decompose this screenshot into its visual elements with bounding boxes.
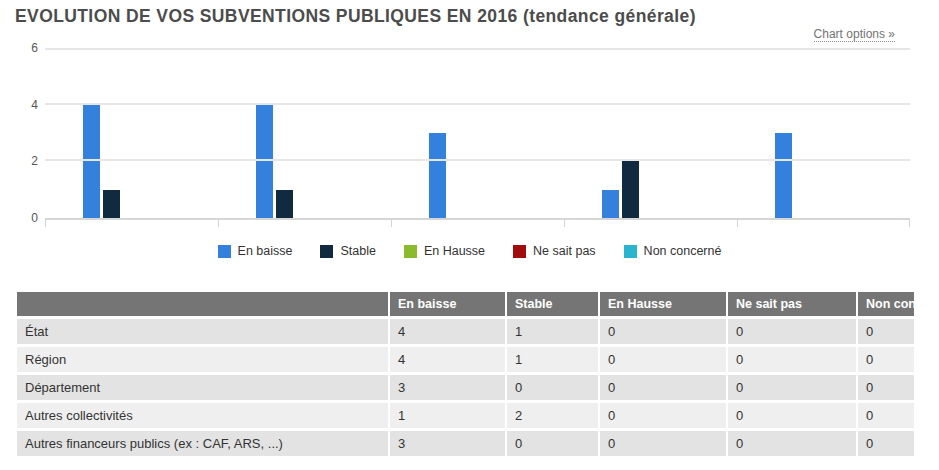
legend-swatch-icon (513, 245, 526, 258)
x-axis-tick (45, 220, 46, 227)
y-axis-label: 0 (31, 211, 38, 225)
legend-label: Stable (340, 244, 375, 258)
table-body: État41000Région41000Département30000Autr… (17, 319, 914, 456)
table-cell: 1 (507, 347, 598, 372)
table-cell: 0 (858, 403, 914, 428)
legend-item-stable[interactable]: Stable (320, 244, 375, 258)
x-axis-tick (564, 220, 565, 227)
table-cell: 1 (390, 403, 505, 428)
plot-area (45, 48, 910, 220)
table-cell: 2 (507, 403, 598, 428)
bar-stable-etat[interactable] (103, 190, 120, 218)
legend-label: Ne sait pas (533, 244, 596, 258)
row-label: État (17, 319, 388, 344)
y-axis-label: 6 (31, 41, 38, 55)
table-cell: 1 (507, 319, 598, 344)
table-cell: 0 (600, 347, 726, 372)
table-cell: 0 (507, 431, 598, 456)
row-label: Département (17, 375, 388, 400)
table-cell: 0 (728, 403, 856, 428)
legend-swatch-icon (404, 245, 417, 258)
gridline-2 (45, 159, 910, 161)
x-axis-tick (391, 220, 392, 227)
table-header: En baisseStableEn HausseNe sait pasNon c… (17, 292, 914, 316)
x-axis-ticks (45, 220, 910, 227)
bar-stable-region[interactable] (276, 190, 293, 218)
bar-en-baisse-autres-collectivites[interactable] (602, 190, 619, 218)
column-header-en-hausse: En Hausse (600, 292, 726, 316)
table-cell: 0 (600, 403, 726, 428)
table-cell: 0 (600, 431, 726, 456)
y-axis: 0246 (8, 48, 38, 218)
chart-title: EVOLUTION DE VOS SUBVENTIONS PUBLIQUES E… (15, 6, 696, 27)
table-cell: 0 (728, 375, 856, 400)
table-cell: 0 (728, 347, 856, 372)
column-header-en-baisse: En baisse (390, 292, 505, 316)
bar-groups (45, 48, 910, 218)
table-cell: 3 (390, 375, 505, 400)
bar-stable-autres-collectivites[interactable] (622, 161, 639, 218)
table-cell: 0 (600, 319, 726, 344)
table-cell: 0 (507, 375, 598, 400)
table-cell: 0 (728, 319, 856, 344)
column-header-empty (17, 292, 388, 316)
bar-en-baisse-departement[interactable] (429, 133, 446, 218)
row-label: Autres collectivités (17, 403, 388, 428)
table-row-region: Région41000 (17, 347, 914, 372)
table-cell: 0 (728, 431, 856, 456)
table-cell: 0 (858, 347, 914, 372)
table-cell: 0 (858, 375, 914, 400)
legend-label: En baisse (238, 244, 293, 258)
table-row-autres-financeurs-publics-ex-caf-ars: Autres financeurs publics (ex : CAF, ARS… (17, 431, 914, 456)
column-header-ne-sait-pas: Ne sait pas (728, 292, 856, 316)
bar-group-etat (45, 48, 218, 218)
bar-en-baisse-autres-financeurs-publics-ex-caf-ars[interactable] (775, 133, 792, 218)
legend-label: En Hausse (424, 244, 485, 258)
table-row-etat: État41000 (17, 319, 914, 344)
results-table: En baisseStableEn HausseNe sait pasNon c… (15, 289, 916, 459)
y-axis-label: 4 (31, 98, 38, 112)
gridline-4 (45, 103, 910, 105)
gridline-6 (45, 48, 910, 50)
table-row-departement: Département30000 (17, 375, 914, 400)
column-header-stable: Stable (507, 292, 598, 316)
bar-group-autres-collectivites (564, 48, 737, 218)
bar-group-departement (391, 48, 564, 218)
legend-item-ne-sait-pas[interactable]: Ne sait pas (513, 244, 596, 258)
table-cell: 3 (390, 431, 505, 456)
table-row-autres-collectivites: Autres collectivités12000 (17, 403, 914, 428)
x-axis-tick (218, 220, 219, 227)
legend-swatch-icon (218, 245, 231, 258)
column-header-non-concerne: Non concerné (858, 292, 914, 316)
table-header-row: En baisseStableEn HausseNe sait pasNon c… (17, 292, 914, 316)
legend-label: Non concerné (644, 244, 722, 258)
legend-item-en-baisse[interactable]: En baisse (218, 244, 293, 258)
table-cell: 4 (390, 319, 505, 344)
x-axis-tick (909, 220, 910, 227)
table-cell: 4 (390, 347, 505, 372)
bar-group-autres-financeurs-publics-ex-caf-ars (737, 48, 910, 218)
bar-group-region (218, 48, 391, 218)
table-cell: 0 (858, 431, 914, 456)
table-cell: 0 (858, 319, 914, 344)
table-cell: 0 (600, 375, 726, 400)
chart-options-link[interactable]: Chart options » (814, 27, 895, 42)
y-axis-label: 2 (31, 154, 38, 168)
statistics-page: EVOLUTION DE VOS SUBVENTIONS PUBLIQUES E… (0, 0, 939, 470)
row-label: Région (17, 347, 388, 372)
row-label: Autres financeurs publics (ex : CAF, ARS… (17, 431, 388, 456)
legend-swatch-icon (624, 245, 637, 258)
x-axis-tick (737, 220, 738, 227)
legend-item-non-concerne[interactable]: Non concerné (624, 244, 722, 258)
legend-item-en-hausse[interactable]: En Hausse (404, 244, 485, 258)
chart-legend: En baisse Stable En Hausse Ne sait pas Non c… (0, 244, 939, 258)
legend-swatch-icon (320, 245, 333, 258)
